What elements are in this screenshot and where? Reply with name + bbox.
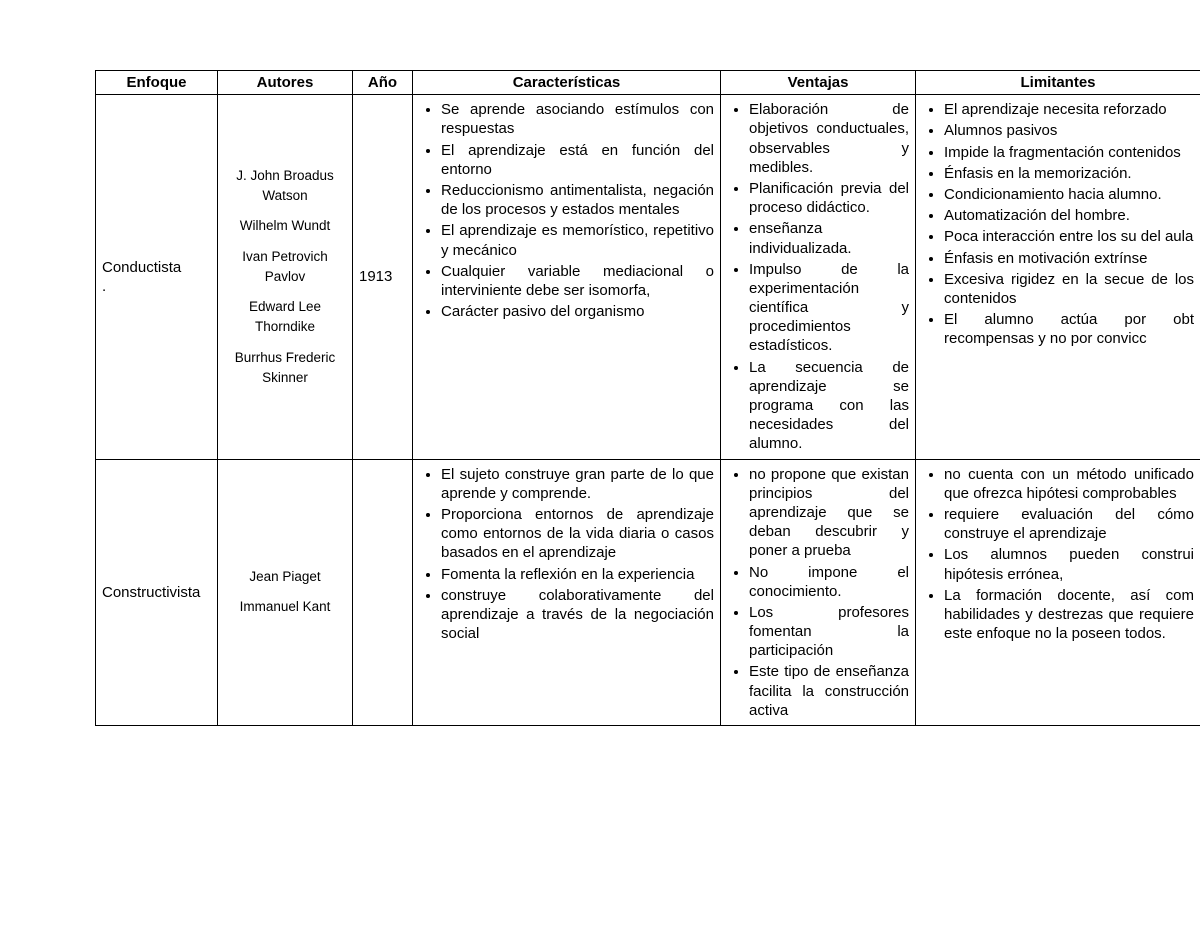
list-item: Los profesores fomentan la participación (749, 603, 909, 661)
author-name: Edward Lee Thorndike (224, 297, 346, 338)
list-item: Cualquier variable mediacional o intervi… (441, 262, 714, 300)
cell-anio (353, 459, 413, 725)
list-item: No impone el conocimiento. (749, 563, 909, 601)
enfoque-label: Conductista (102, 259, 181, 276)
limitantes-list: El aprendizaje necesita reforzado Alumno… (922, 100, 1194, 348)
cell-caracteristicas: El sujeto construye gran parte de lo que… (413, 459, 721, 725)
list-item: Automatización del hombre. (944, 206, 1194, 225)
list-item: Reduccionismo antimentalista, negación d… (441, 181, 714, 219)
cell-limitantes: no cuenta con un método unificado que of… (916, 459, 1200, 725)
table-row: Conductista . J. John Broadus Watson Wil… (96, 95, 1200, 459)
list-item: Excesiva rigidez en la secue de los cont… (944, 270, 1194, 308)
author-name: J. John Broadus Watson (224, 166, 346, 207)
author-name: Wilhelm Wundt (224, 216, 346, 236)
table-header: Enfoque Autores Año Características Vent… (96, 71, 1200, 95)
cell-autores: Jean Piaget Immanuel Kant (218, 459, 353, 725)
list-item: La secuencia de aprendizaje se programa … (749, 358, 909, 454)
list-item: El aprendizaje es memorístico, repetitiv… (441, 221, 714, 259)
caracteristicas-list: El sujeto construye gran parte de lo que… (419, 465, 714, 644)
header-anio: Año (353, 71, 413, 95)
header-caracteristicas: Características (413, 71, 721, 95)
list-item: Énfasis en motivación extrínse (944, 249, 1194, 268)
cell-enfoque: Constructivista (96, 459, 218, 725)
list-item: Énfasis en la memorización. (944, 164, 1194, 183)
enfoque-label: Constructivista (102, 584, 200, 601)
list-item: El aprendizaje necesita reforzado (944, 100, 1194, 119)
limitantes-list: no cuenta con un método unificado que of… (922, 465, 1194, 644)
ventajas-list: Elaboración de objetivos conductuales, o… (727, 100, 909, 453)
list-item: Elaboración de objetivos conductuales, o… (749, 100, 909, 177)
list-item: enseñanza individualizada. (749, 219, 909, 257)
header-limitantes: Limitantes (916, 71, 1200, 95)
page: Enfoque Autores Año Características Vent… (0, 0, 1200, 927)
header-autores: Autores (218, 71, 353, 95)
list-item: no propone que existan principios del ap… (749, 465, 909, 561)
ventajas-list: no propone que existan principios del ap… (727, 465, 909, 720)
list-item: Impulso de la experimentación científica… (749, 260, 909, 356)
list-item: La formación docente, así com habilidade… (944, 586, 1194, 644)
list-item: Poca interacción entre los su del aula (944, 227, 1194, 246)
list-item: Carácter pasivo del organismo (441, 302, 714, 321)
table-row: Constructivista Jean Piaget Immanuel Kan… (96, 459, 1200, 725)
list-item: El aprendizaje está en función del entor… (441, 141, 714, 179)
list-item: construye colaborativamente del aprendiz… (441, 586, 714, 644)
comparison-table: Enfoque Autores Año Características Vent… (95, 70, 1200, 726)
list-item: Condicionamiento hacia alumno. (944, 185, 1194, 204)
cell-enfoque: Conductista . (96, 95, 218, 459)
author-name: Burrhus Frederic Skinner (224, 348, 346, 389)
cell-ventajas: Elaboración de objetivos conductuales, o… (721, 95, 916, 459)
cell-limitantes: El aprendizaje necesita reforzado Alumno… (916, 95, 1200, 459)
cell-autores: J. John Broadus Watson Wilhelm Wundt Iva… (218, 95, 353, 459)
list-item: El alumno actúa por obt recompensas y no… (944, 310, 1194, 348)
list-item: no cuenta con un método unificado que of… (944, 465, 1194, 503)
list-item: requiere evaluación del cómo construye e… (944, 505, 1194, 543)
author-name: Immanuel Kant (224, 597, 346, 617)
list-item: Los alumnos pueden construi hipótesis er… (944, 545, 1194, 583)
list-item: El sujeto construye gran parte de lo que… (441, 465, 714, 503)
author-name: Jean Piaget (224, 567, 346, 587)
list-item: Este tipo de enseñanza facilita la const… (749, 662, 909, 720)
table-body: Conductista . J. John Broadus Watson Wil… (96, 95, 1200, 726)
caracteristicas-list: Se aprende asociando estímulos con respu… (419, 100, 714, 321)
cell-ventajas: no propone que existan principios del ap… (721, 459, 916, 725)
cell-caracteristicas: Se aprende asociando estímulos con respu… (413, 95, 721, 459)
list-item: Impide la fragmentación contenidos (944, 143, 1194, 162)
list-item: Proporciona entornos de aprendizaje como… (441, 505, 714, 563)
enfoque-suffix: . (102, 278, 106, 295)
cell-anio: 1913 (353, 95, 413, 459)
list-item: Alumnos pasivos (944, 121, 1194, 140)
author-name: Ivan Petrovich Pavlov (224, 247, 346, 288)
list-item: Planificación previa del proceso didácti… (749, 179, 909, 217)
header-ventajas: Ventajas (721, 71, 916, 95)
list-item: Fomenta la reflexión en la experiencia (441, 565, 714, 584)
list-item: Se aprende asociando estímulos con respu… (441, 100, 714, 138)
header-enfoque: Enfoque (96, 71, 218, 95)
